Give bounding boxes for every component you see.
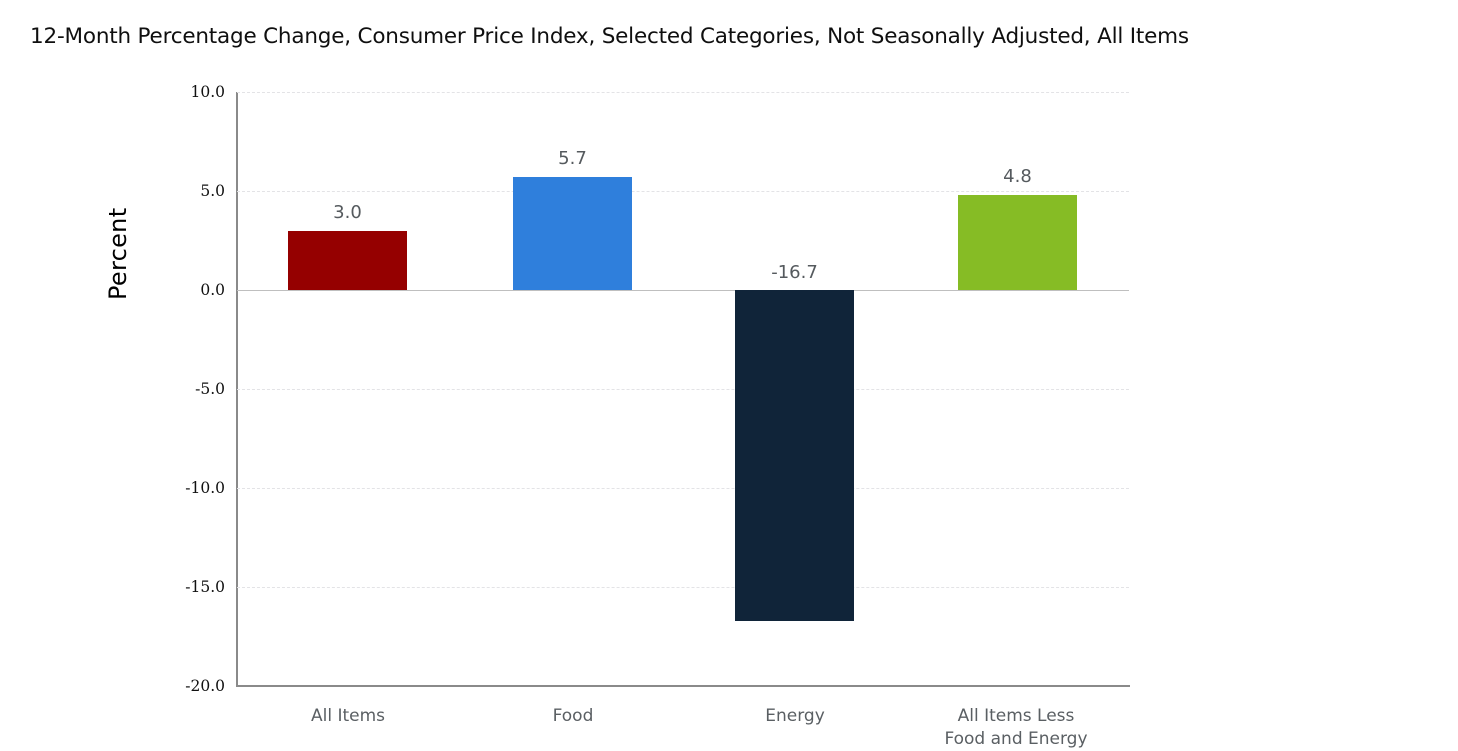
y-axis-title: Percent xyxy=(104,207,132,300)
x-category-line1: All Items xyxy=(310,706,386,726)
bar-value-energy: -16.7 xyxy=(771,262,818,283)
x-category-line1: Food xyxy=(552,706,594,726)
y-tick-label: -20.0 xyxy=(185,677,225,695)
bar-value-food: 5.7 xyxy=(558,148,587,169)
y-tick-label: 10.0 xyxy=(190,83,225,101)
bar-energy[interactable] xyxy=(735,290,854,621)
x-category-label-all-items: All Items xyxy=(228,705,468,728)
x-category-line1: Energy xyxy=(765,706,825,726)
x-axis-line xyxy=(237,685,1130,687)
gridline-5 xyxy=(237,191,1129,192)
x-category-line2: Food and Energy xyxy=(944,728,1088,749)
y-axis-tick-labels: 10.0 5.0 0.0 -5.0 -10.0 -15.0 -20.0 xyxy=(140,83,225,695)
bar-food[interactable] xyxy=(513,177,632,290)
plot-area: 3.0 5.7 -16.7 4.8 xyxy=(237,92,1129,686)
bar-value-all-items: 3.0 xyxy=(333,202,362,223)
gridline-zero xyxy=(237,290,1129,291)
y-tick-label: 0.0 xyxy=(200,281,225,299)
x-category-label-all-items-less-food-and-energy: All Items Less Food and Energy xyxy=(896,705,1136,751)
bar-value-all-items-less-food-and-energy: 4.8 xyxy=(1003,166,1032,187)
chart-title: 12-Month Percentage Change, Consumer Pri… xyxy=(30,24,1189,49)
x-category-line1: All Items Less xyxy=(957,706,1075,726)
x-category-label-energy: Energy xyxy=(675,705,915,728)
y-tick-label: -15.0 xyxy=(185,578,225,596)
y-tick-label: -10.0 xyxy=(185,479,225,497)
bar-all-items-less-food-and-energy[interactable] xyxy=(958,195,1077,290)
bar-all-items[interactable] xyxy=(288,230,407,290)
gridline-minus15 xyxy=(237,587,1129,588)
y-tick-label: -5.0 xyxy=(195,380,225,398)
x-category-label-food: Food xyxy=(453,705,693,728)
gridline-10 xyxy=(237,92,1129,93)
y-tick-label: 5.0 xyxy=(200,182,225,200)
gridline-minus5 xyxy=(237,389,1129,390)
gridline-minus10 xyxy=(237,488,1129,489)
